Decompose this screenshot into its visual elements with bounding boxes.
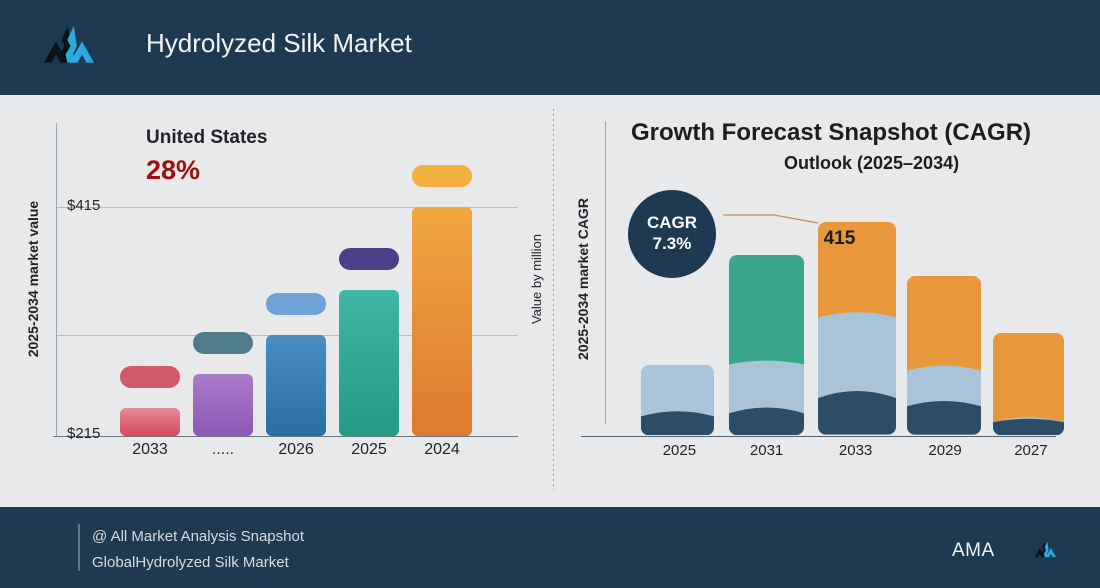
- svg-text:AMA: AMA: [952, 540, 995, 561]
